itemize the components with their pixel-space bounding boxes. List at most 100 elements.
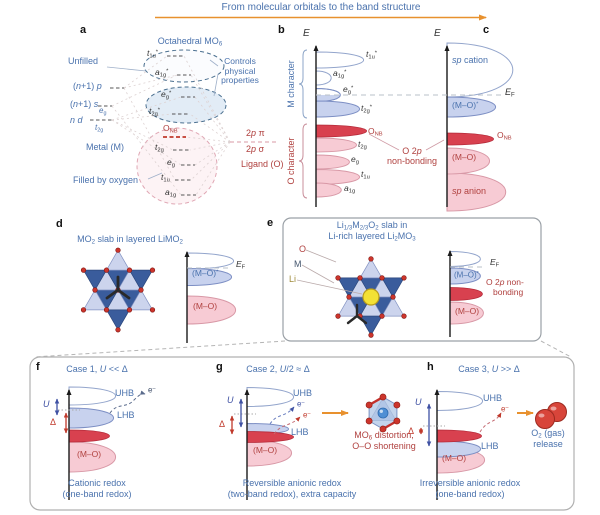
frontier-group-ellipse [145, 86, 227, 124]
o2-molecule-icon [535, 402, 567, 429]
case3-caption-line1: Irreversible anionic redox [419, 478, 521, 488]
band-onb [68, 429, 110, 443]
mo-antibonding-label: (M–O)* [192, 268, 219, 278]
ligand-2p-sigma-label: 2p σ [246, 144, 265, 154]
mo-bonding-label: (M–O) [442, 453, 467, 463]
fermi-level-label: EF [490, 257, 500, 269]
panel-e-title-line2: Li-rich layered Li2MO3 [328, 231, 416, 243]
lhb-label: LHB [291, 427, 309, 437]
panel-c-label: c [483, 24, 490, 36]
ligand-2p-pi-label: 2p π [246, 128, 265, 138]
cationic-electron-arrow [269, 406, 295, 425]
panel-a-title: Octahedral MO6 [157, 36, 223, 48]
band-t1u-label: t1u [361, 169, 370, 181]
case1-title: Case 1, U << Δ [66, 364, 128, 374]
distortion-label-line2: O–O shortening [352, 441, 416, 451]
band-onb [446, 132, 494, 146]
panel-g-label: g [216, 361, 223, 373]
symmetry-axis-icon [346, 303, 368, 325]
mo-bonding-label: (M–O) [452, 152, 477, 162]
delta-gap-label: Δ [219, 419, 226, 429]
ligand-label: Ligand (O) [241, 159, 284, 169]
electron-label-cationic: e– [297, 399, 305, 409]
oxygen-atom [80, 267, 87, 273]
electron-label: e– [148, 385, 156, 395]
header-title: From molecular orbitals to the band stru… [221, 2, 421, 13]
band-eg-bonding [315, 154, 350, 170]
o2-release-label-line1: O2 (gas) [531, 428, 565, 440]
case2-title: Case 2, U/2 ≈ Δ [246, 364, 310, 374]
anionic-electron-arrow [273, 416, 301, 435]
band-a1g-bonding [315, 182, 342, 198]
legend-lithium-label: Li [289, 274, 297, 284]
legend-metal-label: M [294, 259, 302, 269]
onb-label: ONB [497, 130, 512, 142]
lhb-label: LHB [481, 441, 499, 451]
delta-gap-label: Δ [408, 426, 415, 436]
orbital-a1g-star-label: a1g* [155, 67, 169, 79]
zoom-connector-left [33, 340, 286, 358]
band-mo-antibonding [186, 267, 233, 287]
case3-title: Case 3, U >> Δ [458, 364, 520, 374]
electron-label-anionic: e– [303, 410, 311, 420]
symmetry-axis-icon [105, 275, 131, 300]
oxygen-atom [115, 247, 121, 253]
band-a1g-antibonding [315, 70, 332, 86]
band-uhb [246, 386, 295, 408]
panel-e [282, 217, 542, 342]
mo-correlation-lines [111, 55, 231, 196]
u-gap-label: U [415, 397, 422, 407]
li-atom [362, 288, 380, 306]
band-t2g-label: t2g [358, 139, 367, 151]
o2p-nonbonding-label-line1: O 2p [402, 146, 422, 156]
electron-label: e– [501, 404, 509, 414]
band-onb [449, 287, 483, 301]
u-gap-label: U [43, 399, 50, 409]
oxygen-atom [368, 332, 374, 338]
crystal-structure-lirich-slab [335, 256, 407, 338]
metal-nd-level-label: n d [70, 115, 83, 125]
sp-cation-label: sp cation [452, 55, 489, 65]
band-mo-bonding [446, 147, 491, 175]
fermi-level-label: EF [236, 259, 246, 271]
oxygen-atom [368, 256, 374, 262]
mo-bonding-label: (M–O) [77, 449, 102, 459]
orbital-t1u-label: t1u [161, 172, 170, 184]
distortion-label-line1: MO6 distortion, [354, 430, 414, 442]
panel-b-label: b [278, 24, 285, 36]
panel-b-band-diagram [298, 45, 445, 207]
case1-caption-line1: Cationic redox [68, 478, 126, 488]
uhb-label: UHB [293, 388, 313, 398]
orbital-t2g-label: t2g [155, 142, 164, 154]
band-onb [315, 124, 367, 138]
band-sp-cation [446, 42, 514, 98]
oxygen-atom [390, 294, 396, 300]
orbital-eg-star-label: eg* [161, 89, 172, 101]
band-mo-antibonding [449, 267, 481, 285]
oxygen-atom [335, 275, 341, 281]
mo-bonding-label: (M–O) [455, 306, 480, 316]
o-character-label: O character [285, 137, 296, 185]
oxygen-atom [80, 307, 87, 313]
energy-axis-label: E [434, 28, 441, 39]
metal-ns-level-label: (n+1) s [70, 99, 99, 109]
panel-c-band-diagram [316, 42, 514, 212]
band-eg-star-label: eg* [343, 84, 354, 96]
oxygen-atom [149, 307, 156, 313]
m-character-label: M character [285, 60, 296, 108]
mo-bonding-label: (M–O) [253, 445, 278, 455]
energy-axis-label: E [303, 28, 310, 39]
band-t2g-antibonding [315, 100, 361, 118]
oxygen-atom [138, 287, 144, 293]
band-unfilled [186, 252, 235, 270]
band-t2g-star-label: t2g* [361, 103, 373, 115]
panel-f-case1 [54, 386, 146, 500]
o2p-nonbonding-label-line1: O 2p non- [486, 277, 524, 287]
oxygen-atom [92, 287, 98, 293]
orbital-t2g-star-label: t2g* [149, 106, 161, 118]
electron-removal-arrow [109, 390, 146, 414]
panel-g-case2 [229, 386, 401, 500]
legend-oxygen-label: O [299, 244, 307, 254]
orbital-t1u-star-label: t1u* [147, 48, 159, 60]
